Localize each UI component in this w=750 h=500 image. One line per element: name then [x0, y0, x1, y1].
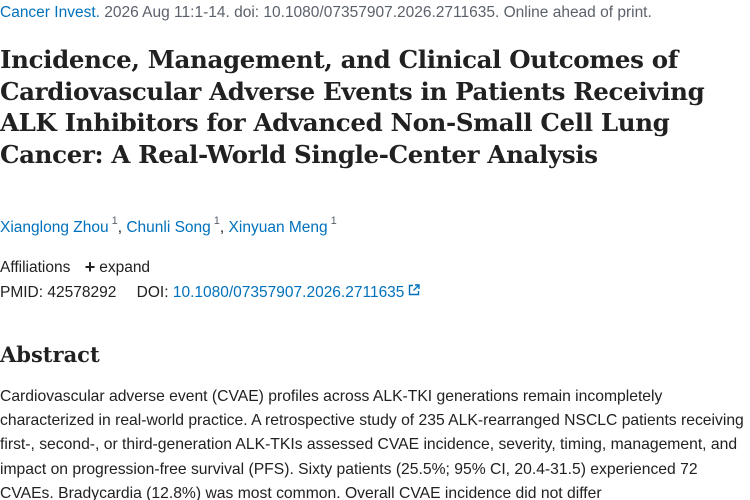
- doi-label: DOI:: [136, 284, 169, 302]
- abstract-text: Cardiovascular adverse event (CVAE) prof…: [0, 388, 744, 500]
- article-title: Incidence, Management, and Clinical Outc…: [0, 45, 705, 169]
- author-link[interactable]: Chunli Song: [126, 219, 211, 237]
- plus-icon: +: [84, 257, 96, 277]
- doi-value: 10.1080/07357907.2026.2711635: [172, 284, 405, 302]
- pmid-label: PMID:: [0, 284, 44, 302]
- abstract-heading: Abstract: [0, 342, 100, 367]
- journal-link[interactable]: Cancer Invest.: [0, 4, 100, 21]
- author-link[interactable]: Xianglong Zhou: [0, 219, 109, 237]
- author-affiliation-number[interactable]: 1: [111, 215, 118, 227]
- citation-line: Cancer Invest. 2026 Aug 11:1-14. doi: 10…: [0, 4, 652, 22]
- pmid-value: 42578292: [47, 284, 117, 302]
- doi-link[interactable]: 10.1080/07357907.2026.2711635: [173, 284, 421, 301]
- external-link-icon: [408, 283, 421, 301]
- expand-label: expand: [99, 259, 151, 276]
- affiliations-row: Affiliations + expand: [0, 256, 150, 277]
- author-list: Xianglong Zhou 1, Chunli Song 1, Xinyuan M…: [0, 215, 337, 237]
- author-affiliation-number[interactable]: 1: [330, 215, 337, 227]
- expand-affiliations-button[interactable]: + expand: [84, 257, 151, 277]
- identifiers-row: PMID: 42578292 DOI: 10.1080/07357907.202…: [0, 284, 421, 302]
- author-link[interactable]: Xinyuan Meng: [228, 219, 328, 237]
- affiliations-label: Affiliations: [0, 259, 71, 276]
- author-affiliation-number[interactable]: 1: [213, 215, 220, 227]
- citation-details: 2026 Aug 11:1-14. doi: 10.1080/07357907.…: [99, 4, 652, 21]
